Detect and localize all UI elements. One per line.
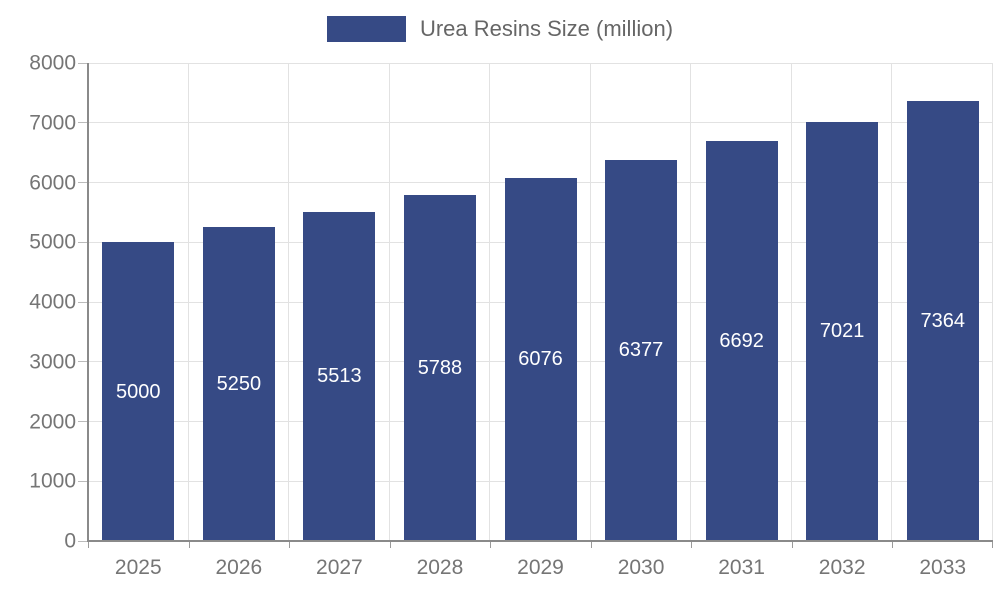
x-tick-label: 2029 (517, 556, 564, 579)
bar-2031[interactable]: 6692 (705, 141, 778, 541)
x-tick-label: 2027 (316, 556, 363, 579)
y-axis-tick (78, 301, 87, 303)
y-tick-label: 6000 (29, 171, 76, 194)
x-axis-tick (289, 542, 291, 548)
y-tick-label: 2000 (29, 410, 76, 433)
legend-label: Urea Resins Size (million) (419, 16, 674, 41)
x-gridline (992, 63, 993, 541)
x-axis-tick (590, 542, 592, 548)
x-gridline (388, 63, 390, 541)
y-axis-tick (78, 361, 87, 363)
y-axis-tick (78, 241, 87, 243)
y-axis-tick (78, 421, 87, 422)
bar-value-label: 6692 (719, 330, 764, 353)
bar-2025[interactable]: 5000 (102, 242, 175, 541)
bar-2032[interactable]: 7021 (806, 121, 879, 541)
bar-value-label: 6076 (518, 348, 563, 371)
bar-2030[interactable]: 6377 (605, 159, 678, 541)
y-tick-label: 7000 (29, 111, 76, 135)
y-axis-tick (78, 62, 87, 64)
x-tick-label: 2028 (416, 556, 464, 579)
bar-value-label: 5250 (216, 373, 262, 396)
x-gridline (589, 63, 591, 541)
x-tick-label: 2025 (114, 556, 162, 579)
y-gridline (88, 122, 993, 124)
x-gridline (690, 63, 692, 541)
legend[interactable]: Urea Resins Size (million) (0, 16, 1000, 42)
y-tick-label: 5000 (29, 230, 76, 254)
y-axis-tick (78, 480, 87, 482)
y-axis-tick (78, 122, 87, 124)
x-axis-tick (892, 542, 894, 548)
y-tick-label: 8000 (29, 51, 76, 75)
y-tick-label: 0 (64, 529, 76, 553)
y-axis-tick (78, 182, 87, 183)
y-tick-label: 3000 (29, 350, 76, 374)
y-tick-label: 1000 (29, 469, 76, 493)
bar-value-label: 5788 (417, 357, 463, 380)
x-axis-tick (992, 542, 993, 548)
legend-swatch (326, 16, 406, 42)
y-gridline (88, 62, 993, 64)
x-tick-label: 2030 (617, 556, 665, 579)
x-gridline (187, 63, 189, 541)
bar-value-label: 6377 (618, 339, 664, 362)
y-axis-tick (78, 540, 87, 542)
bar-2029[interactable]: 6076 (504, 177, 577, 541)
bar-2027[interactable]: 5513 (303, 211, 376, 541)
bar-value-label: 7021 (819, 320, 865, 343)
x-axis-line (87, 540, 993, 542)
y-axis-line (87, 63, 89, 541)
x-axis-tick (188, 542, 190, 548)
bar-2033[interactable]: 7364 (906, 101, 979, 541)
x-gridline (489, 63, 491, 541)
bar-value-label: 5000 (116, 380, 161, 403)
x-axis-tick (490, 542, 492, 548)
x-tick-label: 2031 (718, 556, 765, 579)
x-tick-label: 2033 (919, 556, 967, 579)
x-tick-label: 2032 (818, 556, 866, 579)
bar-2028[interactable]: 5788 (403, 195, 476, 541)
bar-2026[interactable]: 5250 (202, 227, 275, 541)
x-axis-tick (88, 542, 89, 548)
x-axis-tick (691, 542, 693, 548)
y-tick-label: 4000 (29, 290, 76, 314)
x-tick-label: 2026 (215, 556, 263, 579)
x-gridline (790, 63, 792, 541)
bar-value-label: 5513 (317, 365, 362, 388)
x-axis-tick (389, 542, 391, 548)
x-gridline (288, 63, 290, 541)
x-gridline (891, 63, 893, 541)
bar-value-label: 7364 (920, 310, 965, 332)
plot-area: 0 1000 2000 3000 4000 5000 6000 7000 8000 5000 202… (29, 53, 993, 578)
x-axis-tick (791, 542, 793, 548)
